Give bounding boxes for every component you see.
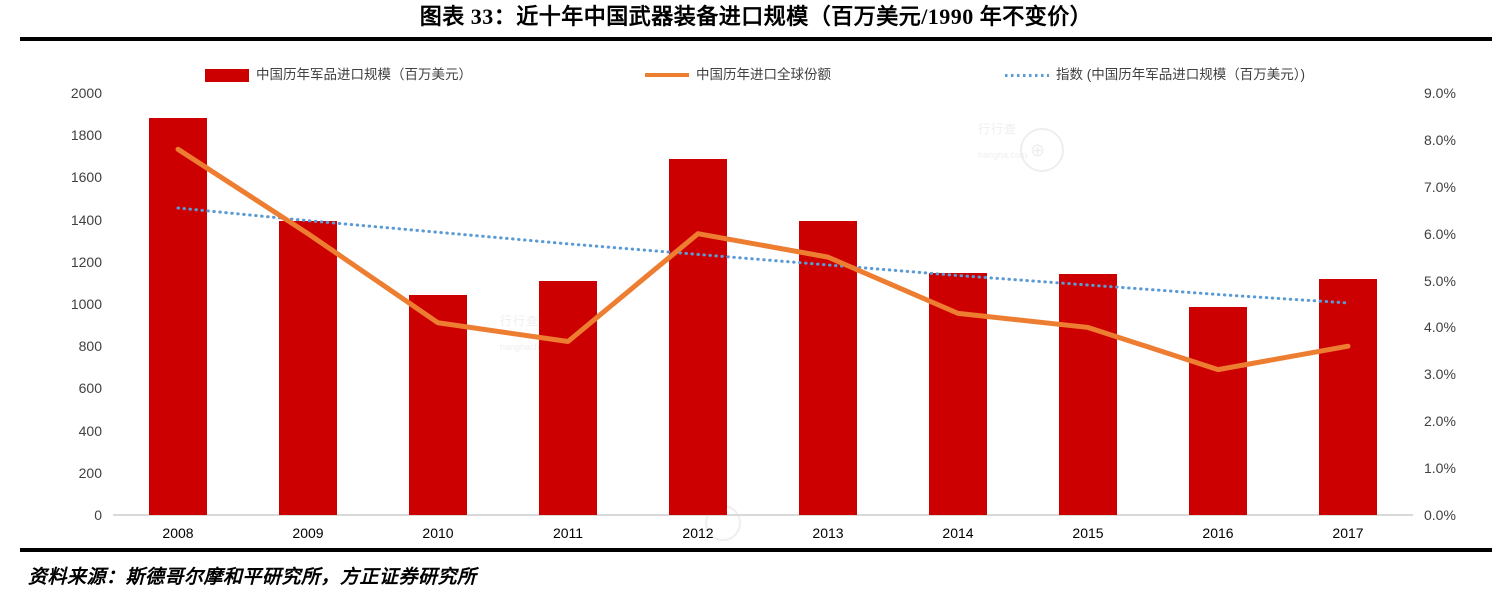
x-axis-tick: 2015 bbox=[1072, 525, 1104, 541]
watermark-text-4: 行行查 bbox=[500, 314, 540, 328]
y-axis-left-tick: 1800 bbox=[70, 127, 102, 144]
bar-2015[interactable] bbox=[1059, 274, 1117, 515]
chart-legend: 中国历年军品进口规模（百万美元） 中国历年进口全球份额 指数 (中国历年军品进口… bbox=[0, 62, 1512, 88]
bar-2014[interactable] bbox=[929, 272, 987, 515]
legend-trend-swatch-icon bbox=[1005, 73, 1049, 77]
x-axis-tick: 2016 bbox=[1202, 525, 1234, 541]
y-axis-right-tick: 4.0% bbox=[1424, 319, 1456, 336]
y-axis-right-tick: 7.0% bbox=[1424, 178, 1456, 195]
bar-2009[interactable] bbox=[279, 220, 337, 515]
y-axis-right-tick: 8.0% bbox=[1424, 131, 1456, 148]
y-axis-right-tick: 9.0% bbox=[1424, 85, 1456, 101]
bar-2012[interactable] bbox=[669, 159, 727, 515]
legend-line-swatch-icon bbox=[645, 73, 689, 77]
watermark-text-3: hangha.com bbox=[978, 150, 1028, 160]
bar-2011[interactable] bbox=[539, 280, 597, 515]
y-axis-left-tick: 1000 bbox=[70, 296, 102, 312]
source-divider bbox=[20, 548, 1492, 552]
axis-baseline bbox=[113, 514, 1413, 516]
y-axis-left-tick: 1600 bbox=[70, 169, 102, 186]
x-axis-tick: 2008 bbox=[162, 525, 194, 541]
y-axis-left-tick: 400 bbox=[78, 422, 102, 439]
legend-trend-label: 指数 (中国历年军品进口规模（百万美元）) bbox=[1056, 67, 1305, 82]
y-axis-right-tick: 5.0% bbox=[1424, 272, 1456, 289]
page-title: 图表 33：近十年中国武器装备进口规模（百万美元/1990 年不变价） bbox=[419, 4, 1093, 29]
share-line-path bbox=[175, 146, 1351, 373]
source-note: 资料来源：斯德哥尔摩和平研究所，方正证券研究所 bbox=[28, 567, 477, 588]
y-axis-right-tick: 2.0% bbox=[1424, 413, 1456, 430]
x-axis-tick: 2010 bbox=[422, 525, 454, 541]
y-axis-right-tick: 6.0% bbox=[1424, 225, 1456, 242]
y-axis-right-tick: 0.0% bbox=[1424, 507, 1456, 523]
watermark-ring bbox=[1020, 128, 1064, 172]
legend-bar-label: 中国历年军品进口规模（百万美元） bbox=[256, 67, 472, 82]
bar-2013[interactable] bbox=[799, 221, 857, 515]
bar-2010[interactable] bbox=[409, 294, 467, 515]
page-title-container: 图表 33：近十年中国武器装备进口规模（百万美元/1990 年不变价） bbox=[0, 2, 1512, 32]
watermark-text-2: 行行查 bbox=[978, 122, 1018, 136]
y-axis-left-tick: 2000 bbox=[70, 85, 102, 101]
y-axis-right-tick: 1.0% bbox=[1424, 460, 1456, 477]
x-axis-tick: 2009 bbox=[292, 525, 324, 541]
y-axis-left-tick: 0 bbox=[94, 507, 102, 523]
title-divider-top bbox=[20, 37, 1492, 41]
bar-2016[interactable] bbox=[1189, 306, 1247, 515]
x-axis-tick: 2012 bbox=[682, 525, 714, 541]
legend-item-line[interactable]: 中国历年进口全球份额 bbox=[645, 62, 831, 88]
x-axis-tick: 2013 bbox=[812, 525, 844, 541]
y-axis-left-tick: 200 bbox=[78, 464, 102, 481]
bar-2017[interactable] bbox=[1319, 279, 1377, 515]
y-axis-left-tick: 1400 bbox=[70, 211, 102, 228]
x-axis-tick: 2014 bbox=[942, 525, 974, 541]
trendline-path bbox=[176, 206, 1350, 305]
y-axis-left-tick: 800 bbox=[78, 338, 102, 355]
x-axis-tick: 2011 bbox=[552, 525, 584, 541]
legend-bar-swatch-icon bbox=[205, 68, 249, 82]
watermark-text-5: hanghacha bbox=[500, 342, 545, 352]
x-axis-tick: 2017 bbox=[1332, 525, 1364, 541]
y-axis-left-tick: 1200 bbox=[70, 253, 102, 270]
bar-2008[interactable] bbox=[149, 118, 207, 515]
y-axis-right-tick: 3.0% bbox=[1424, 366, 1456, 383]
legend-line-label: 中国历年进口全球份额 bbox=[696, 67, 831, 82]
legend-item-bar[interactable]: 中国历年军品进口规模（百万美元） bbox=[205, 62, 472, 88]
legend-item-trendline[interactable]: 指数 (中国历年军品进口规模（百万美元）) bbox=[1005, 62, 1305, 88]
watermark-text-1: ⊕ bbox=[1030, 140, 1046, 160]
y-axis-left-tick: 600 bbox=[78, 380, 102, 397]
